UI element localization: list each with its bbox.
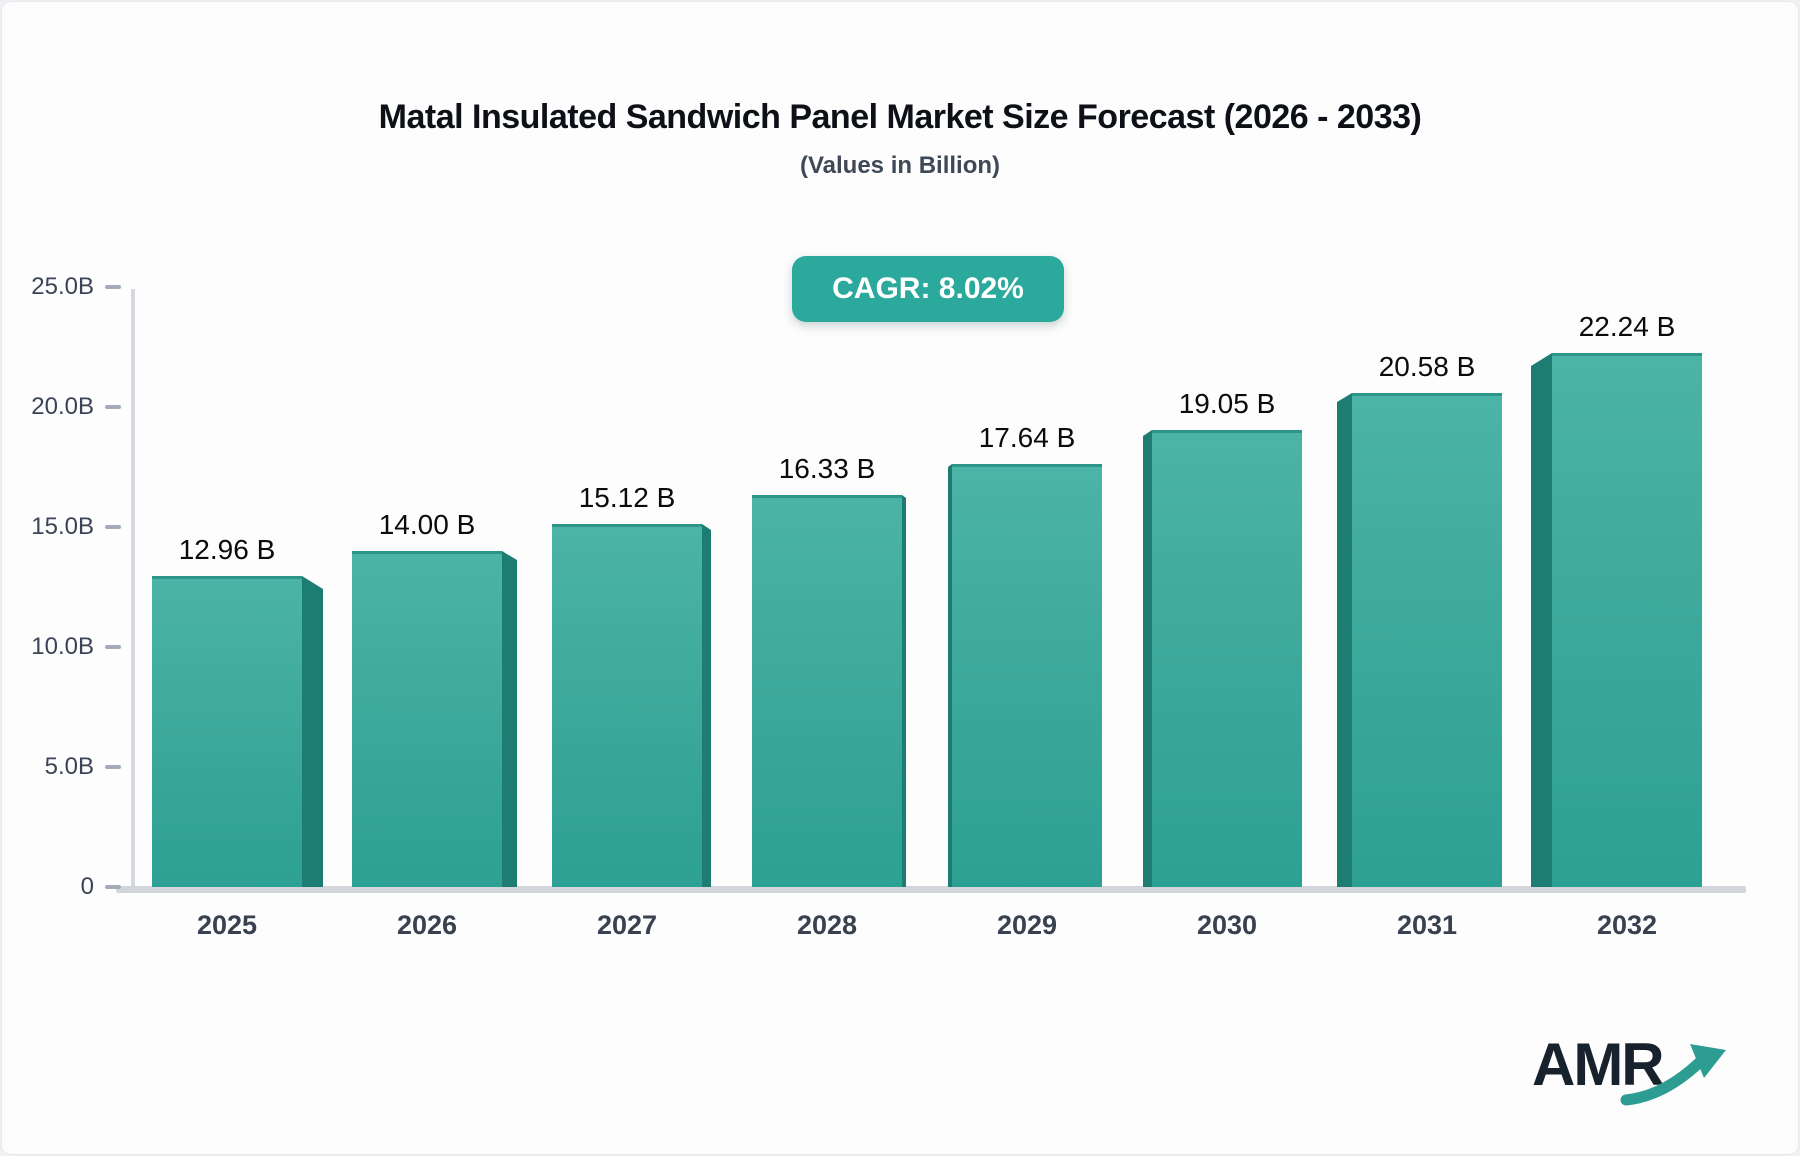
x-tick-label: 2027	[596, 910, 658, 940]
chart-title: Matal Insulated Sandwich Panel Market Si…	[378, 98, 1422, 136]
bar-side-2026	[502, 551, 517, 887]
bar-2031	[1352, 393, 1502, 887]
y-tick-label: 10.0B	[31, 633, 94, 660]
y-tick-mark	[105, 525, 121, 529]
y-tick-mark	[105, 765, 121, 769]
x-tick-label: 2031	[1396, 910, 1458, 940]
x-tick-label: 2030	[1196, 910, 1258, 940]
bar-value-label: 12.96 B	[178, 534, 276, 565]
bar-value-label: 14.00 B	[378, 509, 476, 540]
y-tick-mark	[105, 885, 121, 889]
bar-2032	[1552, 353, 1702, 887]
logo-arrow-icon	[1620, 1044, 1726, 1106]
bar-value-label: 20.58 B	[1378, 351, 1476, 382]
logo-text: AMR	[1532, 1031, 1665, 1098]
bar-value-label: 16.33 B	[778, 453, 876, 484]
x-tick-label: 2026	[396, 910, 458, 940]
y-tick-label: 5.0B	[44, 753, 94, 780]
x-tick-label: 2032	[1596, 910, 1658, 940]
y-tick-label: 25.0B	[31, 273, 94, 300]
y-tick-mark	[105, 285, 121, 289]
bar-2030	[1152, 430, 1302, 887]
bar-value-label: 15.12 B	[578, 482, 676, 513]
y-tick-label: 20.0B	[31, 393, 94, 420]
bar-side-2028	[902, 495, 906, 887]
bar-value-label: 22.24 B	[1578, 311, 1676, 342]
bar-value-label: 17.64 B	[978, 422, 1076, 453]
amr-logo: AMR	[1532, 1030, 1752, 1110]
bar-2029	[952, 464, 1102, 887]
bar-side-2029	[948, 464, 952, 887]
bar-side-2030	[1143, 430, 1152, 887]
y-tick-label: 15.0B	[31, 513, 94, 540]
bar-2027	[552, 524, 702, 887]
bar-2028	[752, 495, 902, 887]
cagr-badge: CAGR: 8.02%	[792, 256, 1064, 322]
y-tick-mark	[105, 405, 121, 409]
y-axis-line	[131, 289, 135, 888]
bar-side-2025	[302, 576, 323, 887]
x-axis-line	[116, 886, 1746, 893]
y-tick-mark	[105, 645, 121, 649]
bar-side-2031	[1337, 393, 1352, 887]
x-tick-label: 2029	[996, 910, 1058, 940]
bar-2025	[152, 576, 302, 887]
bar-side-2027	[702, 524, 711, 887]
x-tick-label: 2025	[196, 910, 258, 940]
bar-2026	[352, 551, 502, 887]
chart-subtitle: (Values in Billion)	[799, 152, 1001, 179]
bar-side-2032	[1531, 353, 1552, 887]
y-tick-label: 0	[80, 873, 94, 900]
bar-value-label: 19.05 B	[1178, 388, 1276, 419]
x-tick-label: 2028	[796, 910, 858, 940]
